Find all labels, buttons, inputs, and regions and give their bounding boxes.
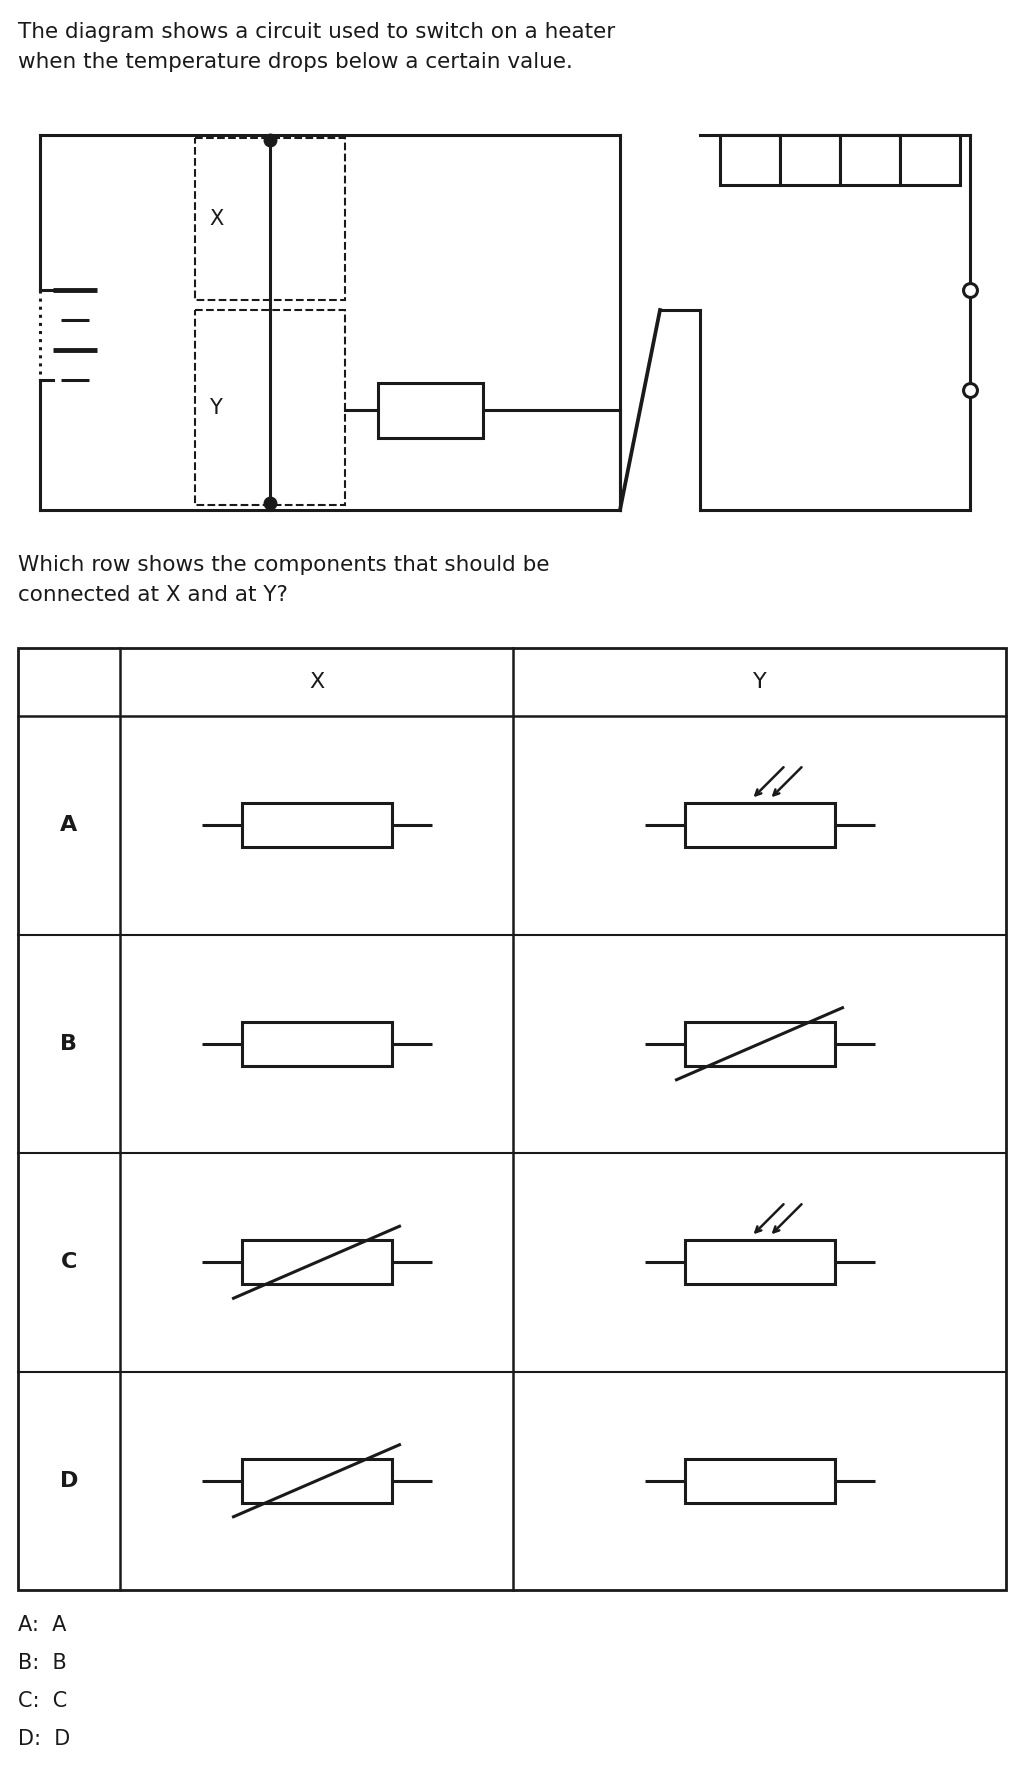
Bar	[684, 1022, 835, 1065]
Text: X: X	[309, 672, 325, 692]
Bar	[195, 309, 345, 505]
Text: C:  C: C: C	[18, 1691, 68, 1710]
Text: B:  B: B: B	[18, 1654, 67, 1673]
Bar	[684, 1241, 835, 1284]
Text: D:  D: D: D	[18, 1728, 71, 1750]
Text: C: C	[60, 1252, 77, 1273]
Bar	[242, 804, 391, 848]
Bar	[242, 1022, 391, 1065]
Bar	[900, 135, 961, 185]
Bar	[720, 135, 780, 185]
Bar	[684, 1458, 835, 1502]
Text: The diagram shows a circuit used to switch on a heater
when the temperature drop: The diagram shows a circuit used to swit…	[18, 21, 615, 71]
Bar	[378, 382, 482, 437]
Text: Which row shows the components that should be
connected at X and at Y?: Which row shows the components that shou…	[18, 555, 550, 605]
Bar	[840, 135, 900, 185]
Text: A:  A: A: A	[18, 1614, 67, 1636]
Bar	[242, 1458, 391, 1502]
Bar	[242, 1241, 391, 1284]
Bar	[18, 647, 1006, 1590]
Text: Y: Y	[753, 672, 766, 692]
Bar	[684, 804, 835, 848]
Bar	[780, 135, 840, 185]
Text: B: B	[60, 1033, 78, 1054]
Text: X: X	[209, 210, 223, 229]
Text: A: A	[60, 816, 78, 836]
Text: Y: Y	[209, 398, 222, 418]
Bar	[195, 139, 345, 300]
Text: D: D	[59, 1470, 78, 1490]
